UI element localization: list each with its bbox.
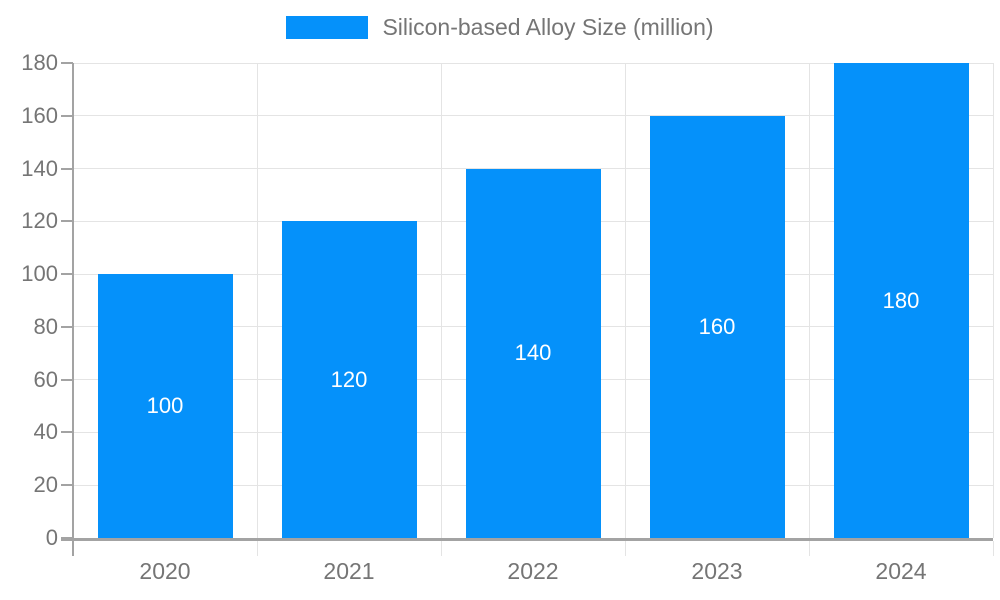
bar-value-label: 100 [146, 393, 184, 419]
x-axis-line [61, 538, 993, 541]
x-tick-label: 2022 [507, 558, 559, 584]
y-tick-label: 160 [21, 102, 58, 128]
x-axis-tick [624, 541, 626, 556]
x-axis-tick [992, 541, 994, 556]
x-axis-tick [256, 541, 258, 556]
y-axis-tick [61, 378, 73, 381]
bar-2021[interactable]: 120 [281, 221, 417, 538]
y-tick-label: 100 [21, 261, 58, 287]
y-tick-label: 40 [33, 419, 58, 445]
bar-2024[interactable]: 180 [833, 63, 969, 538]
y-axis-tick [61, 325, 73, 328]
legend-label: Silicon-based Alloy Size (million) [382, 14, 714, 40]
gridline-x [440, 63, 442, 538]
y-tick-label: 20 [33, 472, 58, 498]
y-axis-tick [61, 220, 73, 223]
gridline-y [73, 115, 993, 117]
legend[interactable]: Silicon-based Alloy Size (million) [0, 14, 1000, 41]
y-tick-label: 180 [21, 50, 58, 75]
x-tick-label: 2024 [875, 558, 927, 584]
x-axis-tick [808, 541, 810, 556]
bar-2023[interactable]: 160 [649, 115, 785, 538]
y-tick-label: 140 [21, 155, 58, 181]
x-tick-label: 2023 [691, 558, 743, 584]
gridline-y [73, 62, 993, 64]
bar-value-label: 140 [514, 340, 552, 366]
gridline-x [624, 63, 626, 538]
bar-value-label: 180 [882, 287, 920, 313]
y-tick-label: 120 [21, 208, 58, 234]
y-axis-tick [61, 167, 73, 170]
legend-swatch [286, 16, 369, 39]
y-axis-line [72, 63, 74, 556]
bar-2020[interactable]: 100 [97, 274, 233, 538]
y-tick-label: 60 [33, 366, 58, 392]
gridline-x [808, 63, 810, 538]
y-tick-label: 0 [45, 525, 58, 550]
x-tick-label: 2021 [323, 558, 375, 584]
y-axis-tick [61, 431, 73, 434]
x-tick-label: 2020 [139, 558, 191, 584]
y-axis-tick [61, 62, 73, 64]
y-tick-label: 80 [33, 313, 58, 339]
y-axis-tick [61, 273, 73, 276]
bar-value-label: 160 [698, 313, 736, 339]
y-axis-tick [61, 484, 73, 487]
bar-value-label: 120 [330, 366, 368, 392]
gridline-x [992, 63, 994, 538]
bar-2022[interactable]: 140 [465, 168, 601, 538]
y-axis-tick [61, 114, 73, 117]
gridline-x [256, 63, 258, 538]
x-axis-tick [440, 541, 442, 556]
